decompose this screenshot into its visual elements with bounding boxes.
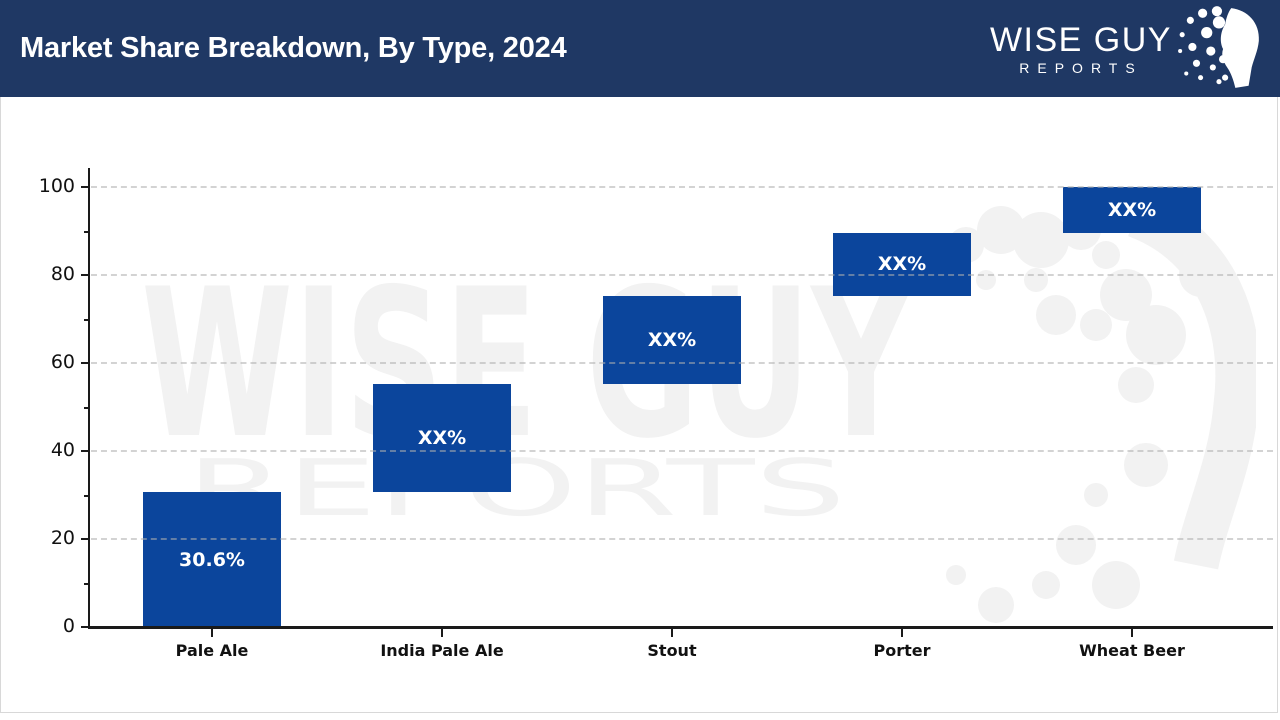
x-axis-line — [88, 626, 1273, 629]
chart-panel: WISE GUY REPORTS 0 20 40 60 80 100 30.6% Pale A… — [0, 97, 1278, 713]
bar: 30.6% — [143, 492, 281, 627]
bar-value-label: 30.6% — [179, 548, 245, 571]
gridline — [91, 186, 1273, 188]
x-axis-tick-label: Porter — [873, 641, 931, 660]
gridline — [91, 274, 1273, 276]
bar: XX% — [833, 232, 971, 297]
y-axis-line — [88, 168, 90, 629]
logo-face-icon — [1178, 5, 1259, 88]
figure-header: Market Share Breakdown, By Type, 2024 WI… — [0, 0, 1280, 97]
y-axis-tick — [81, 538, 89, 540]
x-axis-tick — [1131, 629, 1133, 637]
x-axis-tick — [671, 629, 673, 637]
gridline — [91, 538, 1273, 540]
bar-value-label: XX% — [647, 329, 697, 352]
y-axis-tick — [81, 186, 89, 188]
logo-text: WISE GUY REPORTS — [990, 22, 1172, 76]
x-axis-tick — [441, 629, 443, 637]
y-axis-tick-label: 0 — [62, 615, 75, 637]
y-axis-minor-tick — [84, 319, 89, 321]
bar: XX% — [603, 296, 741, 385]
x-axis-tick-label: India Pale Ale — [380, 641, 504, 660]
y-axis-tick — [81, 274, 89, 276]
x-axis-tick — [901, 629, 903, 637]
y-axis-tick-label: 40 — [50, 439, 75, 461]
chart-title: Market Share Breakdown, By Type, 2024 — [20, 32, 567, 64]
gridline — [91, 450, 1273, 452]
y-axis-tick — [81, 626, 89, 628]
x-axis-tick-label: Wheat Beer — [1079, 641, 1185, 660]
wise-guy-logo: WISE GUY REPORTS — [990, 5, 1266, 92]
logo-wise-guy-text: WISE GUY — [989, 20, 1172, 59]
bar-value-label: XX% — [1107, 198, 1157, 221]
x-axis-tick-label: Pale Ale — [175, 641, 249, 660]
x-axis-tick-label: Stout — [647, 641, 697, 660]
y-axis-tick-label: 20 — [50, 527, 75, 549]
y-axis-minor-tick — [84, 495, 89, 497]
y-axis-tick-label: 80 — [50, 263, 75, 285]
bar: XX% — [1063, 187, 1201, 233]
bar-value-label: XX% — [877, 253, 927, 276]
y-axis-tick-label: 100 — [38, 175, 75, 197]
bar-value-label: XX% — [417, 427, 467, 450]
y-axis-minor-tick — [84, 583, 89, 585]
y-axis-minor-tick — [84, 231, 89, 233]
y-axis-tick-label: 60 — [50, 351, 75, 373]
bar: XX% — [373, 384, 511, 493]
logo-reports-text: REPORTS — [1019, 59, 1143, 76]
y-axis-tick — [81, 450, 89, 452]
y-axis-tick — [81, 362, 89, 364]
x-axis-tick — [211, 629, 213, 637]
gridline — [91, 362, 1273, 364]
y-axis-minor-tick — [84, 407, 89, 409]
